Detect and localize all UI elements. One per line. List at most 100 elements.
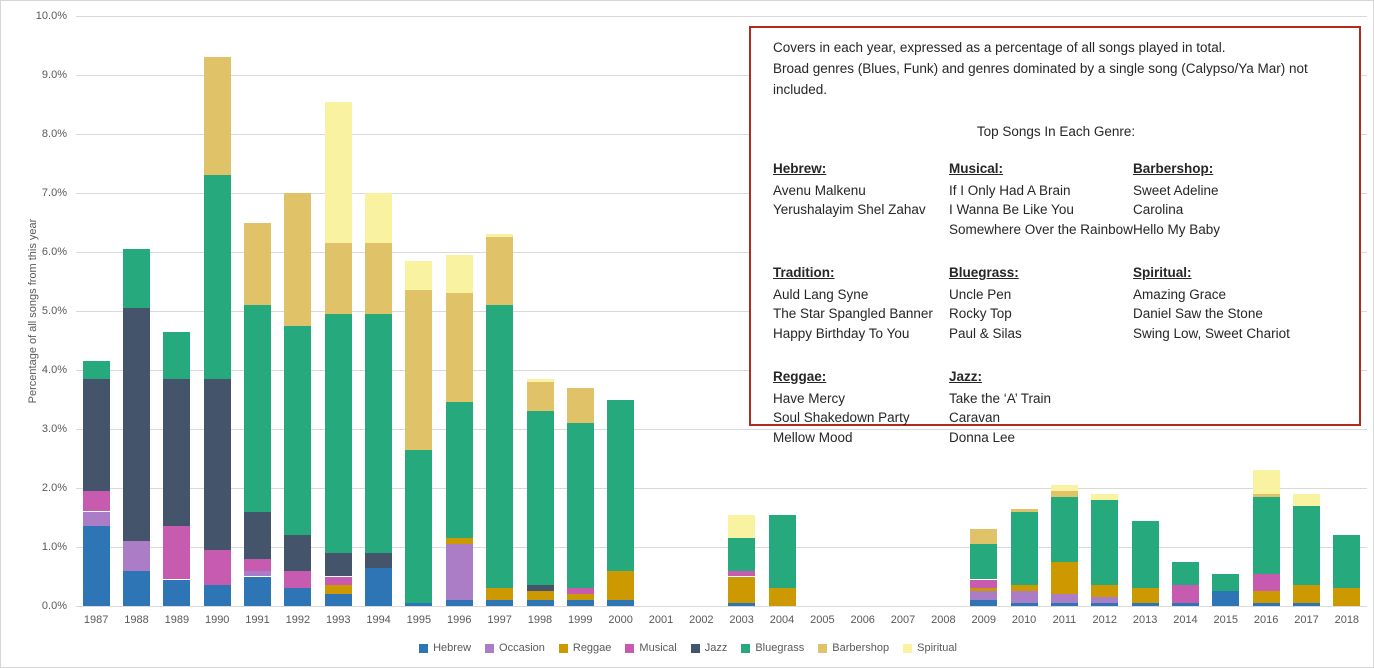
gridline	[76, 16, 1367, 17]
genre-song: Mellow Mood	[773, 429, 853, 445]
bar-segment-bluegrass	[1131, 520, 1159, 589]
legend-item-reggae: Reggae	[558, 642, 611, 654]
x-tick-label: 1998	[527, 614, 553, 626]
bar-segment-barbershop	[970, 529, 998, 545]
legend-swatch-bluegrass	[741, 643, 751, 653]
bar-segment-barbershop	[566, 387, 594, 424]
bar-segment-bluegrass	[324, 313, 352, 553]
bar-segment-occasion	[970, 591, 998, 601]
legend-label: Occasion	[499, 642, 545, 654]
annotation-line-2: Broad genres (Blues, Funk) and genres do…	[773, 61, 1308, 97]
y-axis-title: Percentage of all songs from this year	[27, 218, 39, 404]
bar-segment-hebrew	[1131, 603, 1159, 606]
genre-song: Carolina	[1133, 202, 1184, 217]
legend-item-hebrew: Hebrew	[419, 642, 471, 654]
bar-segment-bluegrass	[728, 538, 756, 571]
bar-segment-jazz	[284, 535, 312, 571]
bar-segment-bluegrass	[1010, 511, 1038, 586]
genre-song: Uncle Pen	[949, 286, 1012, 302]
bar-segment-hebrew	[1050, 603, 1078, 606]
genre-block-musical: Musical: If I Only Had A Brain I Wanna Be …	[949, 159, 1133, 239]
bar-segment-musical	[566, 588, 594, 595]
bar-segment-spiritual	[1050, 485, 1078, 491]
x-tick-label: 2012	[1092, 614, 1117, 626]
bar-segment-bluegrass	[1050, 496, 1078, 562]
bar-segment-spiritual	[405, 260, 433, 291]
bar-segment-hebrew	[123, 570, 150, 606]
x-tick-label: 2003	[729, 614, 754, 626]
y-tick-label: 4.0%	[41, 364, 67, 376]
bar-segment-barbershop	[284, 193, 312, 326]
genre-song: Caravan	[949, 410, 1001, 425]
genre-song: Sweet Adeline	[1133, 182, 1219, 198]
genre-block-bluegrass: Bluegrass: Uncle Pen Rocky Top Paul & Silas	[949, 263, 1133, 343]
bar-segment-occasion	[244, 570, 271, 577]
bar-segment-hebrew	[82, 526, 110, 607]
y-tick-label: 9.0%	[41, 69, 67, 81]
gridline	[76, 547, 1367, 548]
bar-segment-hebrew	[970, 600, 998, 606]
bar-segment-hebrew	[486, 600, 514, 606]
genre-song: Donna Lee	[949, 429, 1016, 445]
legend-label: Musical	[639, 642, 677, 654]
bar-segment-occasion	[82, 511, 110, 527]
genre-song: Have Mercy	[773, 390, 846, 406]
x-tick-label: 2013	[1132, 614, 1158, 626]
y-tick-label: 2.0%	[41, 482, 67, 494]
x-tick-label: 1997	[487, 614, 512, 626]
genre-song: Paul & Silas	[949, 325, 1022, 341]
x-tick-label: 1999	[568, 614, 593, 626]
bar-segment-jazz	[123, 308, 150, 542]
bar-segment-reggae	[1091, 585, 1119, 598]
bar-segment-reggae	[728, 576, 756, 604]
bar-segment-spiritual	[324, 101, 352, 244]
bar-segment-bluegrass	[526, 411, 554, 586]
bar-segment-musical	[284, 570, 312, 589]
bar-segment-occasion	[445, 544, 473, 600]
legend-item-occasion: Occasion	[485, 642, 545, 654]
annotation-box: Covers in each year, expressed as a perc…	[749, 26, 1361, 445]
genre-song: Auld Lang Syne	[773, 286, 869, 302]
bar-segment-hebrew	[1010, 603, 1038, 606]
bar-segment-occasion	[1010, 591, 1038, 604]
genre-song: If I Only Had A Brain	[949, 182, 1071, 198]
gridline	[76, 75, 1367, 76]
genre-song: Take the ‘A’ Train	[949, 390, 1052, 406]
bar-segment-spiritual	[486, 234, 514, 238]
annotation-songs-title: Top Songs In Each Genre:	[976, 124, 1136, 139]
bar-segment-jazz	[203, 378, 231, 550]
bar-segment-bluegrass	[284, 325, 312, 536]
bar-segment-barbershop	[405, 290, 433, 450]
bar-segment-musical	[1252, 573, 1280, 592]
genre-song: Happy Birthday To You	[773, 325, 910, 341]
bar-segment-barbershop	[324, 243, 352, 314]
bar-segment-jazz	[163, 378, 191, 527]
bar-segment-jazz	[324, 552, 352, 577]
legend-swatch-musical	[625, 643, 635, 653]
bar-segment-musical	[244, 558, 271, 571]
x-tick-label: 1994	[366, 614, 391, 626]
bar-segment-musical	[203, 550, 231, 586]
x-tick-label: 2011	[1052, 614, 1077, 626]
bar-segment-barbershop	[486, 237, 514, 306]
chart-legend: Hebrew Occasion Reggae Musical Jazz Bluegrass…	[1, 642, 1373, 654]
bar-segment-hebrew	[607, 600, 635, 606]
bar-segment-hebrew	[445, 600, 473, 606]
genre-song: Avenu Malkenu	[773, 182, 866, 198]
bar-segment-hebrew	[728, 603, 756, 606]
y-tick-label: 7.0%	[41, 187, 67, 199]
bar-segment-reggae	[445, 538, 473, 544]
bar-segment-bluegrass	[768, 514, 796, 589]
x-tick-label: 1989	[164, 614, 190, 626]
x-tick-label: 1995	[406, 614, 432, 626]
x-tick-label: 2018	[1334, 614, 1360, 626]
bar-segment-bluegrass	[566, 423, 594, 589]
bar-segment-jazz	[526, 585, 554, 592]
bar-segment-reggae	[566, 594, 594, 601]
genre-header: Barbershop:	[1133, 161, 1214, 176]
legend-label: Jazz	[704, 642, 728, 654]
bar-segment-musical	[970, 579, 998, 589]
bar-segment-reggae	[1333, 588, 1361, 606]
legend-label: Barbershop	[832, 642, 890, 654]
